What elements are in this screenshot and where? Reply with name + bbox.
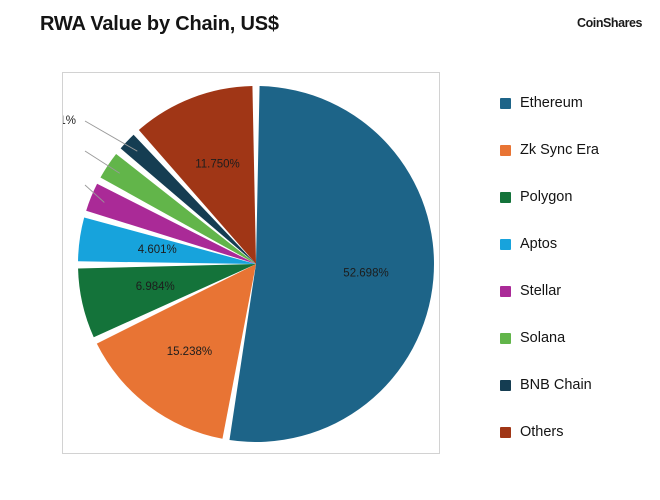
legend-item-zk-sync-era[interactable]: Zk Sync Era (500, 127, 650, 174)
legend-item-stellar[interactable]: Stellar (500, 268, 650, 315)
leader-line (84, 184, 105, 203)
legend-item-label: Zk Sync Era (520, 142, 599, 159)
legend-swatch-icon (500, 192, 511, 203)
pie-slice-others[interactable] (138, 86, 256, 264)
legend-swatch-icon (500, 145, 511, 156)
coinshares-logo: CoinShares (577, 16, 642, 30)
legend-item-label: Stellar (520, 283, 562, 300)
legend-swatch-icon (500, 239, 511, 250)
legend-swatch-icon (500, 98, 511, 109)
legend-swatch-icon (500, 286, 511, 297)
leader-line (84, 150, 120, 174)
legend-item-solana[interactable]: Solana (500, 315, 650, 362)
value-label-others: 11.750% (195, 158, 240, 170)
value-label-zk-sync-era: 15.238% (167, 346, 212, 358)
pie-leader-lines (84, 120, 138, 203)
legend-item-polygon[interactable]: Polygon (500, 174, 650, 221)
pie-chart: 52.698%15.238%6.984%4.601%3.238%3.169%2.… (63, 73, 441, 455)
page-title: RWA Value by Chain, US$ (40, 13, 279, 35)
pie-slice-aptos[interactable] (78, 217, 256, 264)
plot-area: 52.698%15.238%6.984%4.601%3.238%3.169%2.… (62, 72, 440, 454)
legend-item-bnb-chain[interactable]: BNB Chain (500, 362, 650, 409)
pie-svg: 52.698%15.238%6.984%4.601%3.238%3.169%2.… (63, 86, 434, 443)
value-label-polygon: 6.984% (136, 281, 175, 293)
leader-line (84, 120, 138, 152)
legend-item-label: Solana (520, 330, 566, 347)
chart-header: RWA Value by Chain, US$ CoinShares (0, 0, 660, 58)
value-label-aptos: 4.601% (138, 244, 177, 256)
pie-slice-ethereum[interactable] (229, 86, 434, 443)
pie-value-labels: 52.698%15.238%6.984%4.601%3.238%3.169%2.… (63, 115, 389, 358)
value-label-bnb-chain: 2.321% (63, 115, 76, 127)
legend-swatch-icon (500, 427, 511, 438)
chart-legend: Ethereum Zk Sync Era Polygon Aptos Stellar So… (500, 80, 650, 456)
pie-slice-zk-sync-era[interactable] (96, 264, 256, 439)
legend-item-label: Aptos (520, 236, 558, 253)
pie-slice-solana[interactable] (100, 153, 256, 264)
pie-slice-bnb-chain[interactable] (120, 134, 256, 264)
legend-swatch-icon (500, 333, 511, 344)
legend-item-label: Others (520, 424, 564, 441)
legend-item-label: Polygon (520, 189, 573, 206)
pie-slice-polygon[interactable] (78, 264, 256, 338)
legend-item-aptos[interactable]: Aptos (500, 221, 650, 268)
value-label-ethereum: 52.698% (343, 267, 388, 279)
legend-item-ethereum[interactable]: Ethereum (500, 80, 650, 127)
legend-swatch-icon (500, 380, 511, 391)
legend-item-others[interactable]: Others (500, 409, 650, 456)
pie-slices (78, 86, 434, 443)
legend-item-label: BNB Chain (520, 377, 592, 394)
legend-item-label: Ethereum (520, 95, 583, 112)
pie-slice-stellar[interactable] (86, 183, 256, 264)
